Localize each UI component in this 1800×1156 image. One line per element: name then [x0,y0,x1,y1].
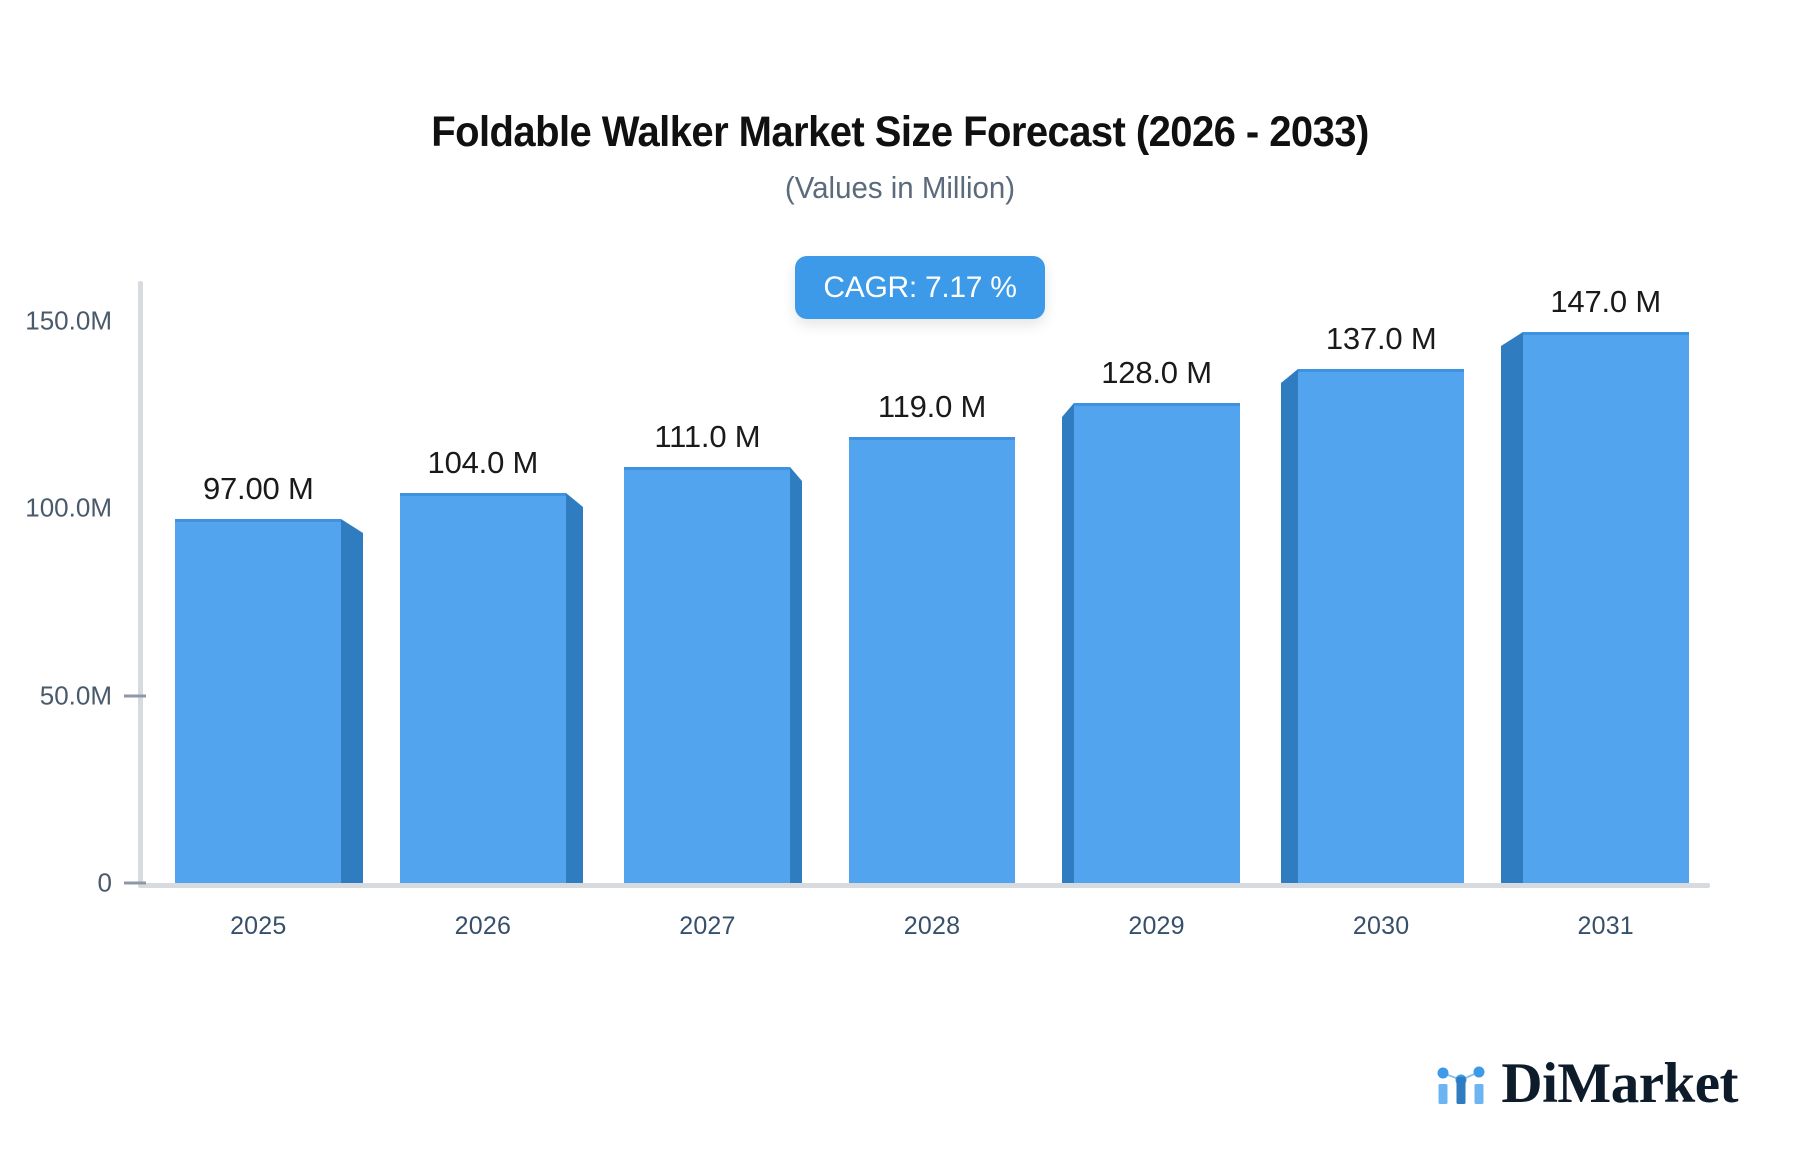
bar-value-label: 147.0 M [1550,283,1662,319]
cagr-badge: CAGR: 7.17 % [795,256,1045,319]
bar-side-face [565,507,583,883]
bar-value-label: 104.0 M [427,445,539,480]
bar-side-face [1500,345,1523,883]
bar-side-face [790,480,803,883]
chart-title: Foldable Walker Market Size Forecast (20… [431,108,1369,156]
bar-2030: 137.0 M [1281,321,1465,883]
bar-2025: 97.00 M [175,471,364,883]
x-axis-label-2030: 2030 [1352,912,1410,940]
bar-value-label: 97.00 M [202,471,314,507]
x-axis-label-2031: 2031 [1577,912,1634,940]
brand-logo: DiMarket [1435,1055,1738,1112]
bar-front-face [1522,331,1689,883]
bar-value-label: 119.0 M [877,388,987,424]
bar-side-face [1281,383,1299,883]
bar-value-label: 111.0 M [654,418,761,454]
bar-front-face [849,436,1015,883]
bar-side-top [790,466,803,481]
bar-2031: 147.0 M [1500,284,1689,883]
y-tick-label-150.0M: 150.0M [25,305,112,335]
x-axis-label-2027: 2027 [679,912,736,940]
bar-2027: 111.0 M [624,419,803,883]
bar-side-top [1500,331,1523,346]
y-tick-label-50.0M: 50.0M [39,680,112,710]
bar-side-top [341,519,364,534]
y-axis-line [138,281,143,885]
bar-side-top [1061,403,1074,417]
x-axis-label-2029: 2029 [1128,912,1185,940]
bar-chart-icon [1437,1066,1485,1104]
brand-name: DiMarket [1501,1052,1738,1115]
y-tick-label-0: 0 [97,867,112,898]
y-tick-dash [124,694,146,697]
bar-series: 97.00 M 104.0 M 111.0 M 119.0 M 128.0 M 137.0… [138,283,1710,883]
bar-value-label: 137.0 M [1325,321,1437,357]
y-tick-dash [124,881,146,885]
y-tick-label-100.0M: 100.0M [25,492,112,523]
bar-front-face [624,466,791,883]
bar-side-top [565,493,583,507]
chart-subtitle: (Values in Million) [784,170,1016,205]
bar-value-label: 128.0 M [1101,355,1212,390]
bar-side-face [1061,417,1074,883]
bar-2028: 119.0 M [849,389,1015,883]
bar-front-face [1073,403,1240,883]
x-axis-label-2028: 2028 [903,912,961,940]
cagr-badge-label: CAGR: 7.17 % [823,270,1017,304]
bar-front-face [175,519,342,883]
bar-side-face [341,533,364,883]
x-axis-line [138,883,1710,888]
plot-area: 97.00 M 104.0 M 111.0 M 119.0 M 128.0 M 137.0… [138,281,1710,888]
bar-side-top [1281,369,1299,384]
bar-2026: 104.0 M [399,445,583,883]
x-axis-label-2026: 2026 [454,912,512,940]
x-axis-label-2025: 2025 [230,912,287,940]
bar-front-face [399,493,566,883]
bar-2029: 128.0 M [1061,355,1240,883]
bar-front-face [1298,369,1465,883]
